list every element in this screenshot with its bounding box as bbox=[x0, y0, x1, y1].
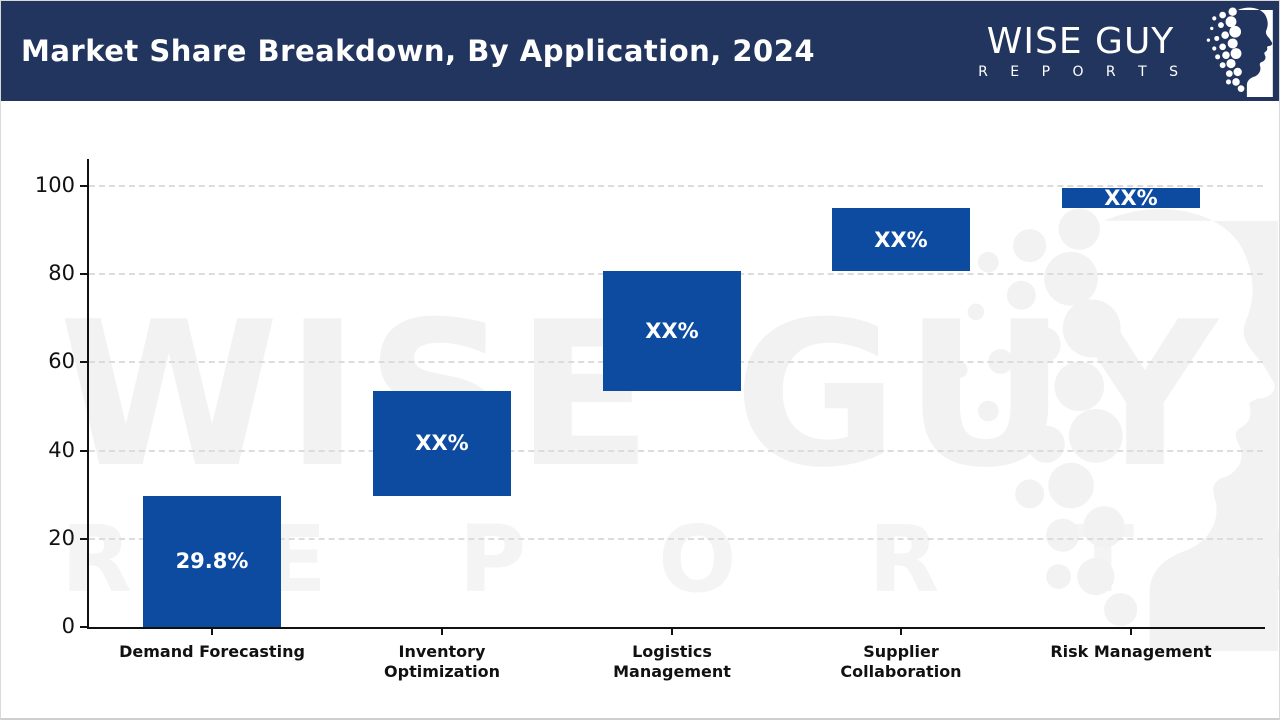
y-tick-mark bbox=[80, 273, 88, 276]
watermark-face-icon bbox=[951, 208, 1278, 651]
x-tick-mark bbox=[671, 629, 673, 635]
y-tick-label: 20 bbox=[48, 525, 75, 550]
bar-value-label: XX% bbox=[874, 227, 928, 252]
y-tick-label: 60 bbox=[48, 349, 75, 374]
x-tick-mark bbox=[1130, 629, 1132, 635]
brand-logo-text: WISE GUY R E P O R T S bbox=[974, 21, 1187, 81]
y-tick-mark bbox=[80, 449, 88, 452]
gridline bbox=[89, 449, 1263, 452]
brand-subtitle: R E P O R T S bbox=[978, 64, 1187, 80]
header: Market Share Breakdown, By Application, … bbox=[1, 1, 1279, 101]
x-tick-mark bbox=[441, 629, 443, 635]
brand-face-icon bbox=[1206, 7, 1273, 97]
x-tick-mark bbox=[211, 629, 213, 635]
category-label: Supplier Collaboration bbox=[840, 642, 962, 681]
gridline bbox=[89, 537, 1263, 540]
bar-value-label: 29.8% bbox=[175, 549, 249, 574]
bar-value-label: XX% bbox=[1104, 186, 1158, 211]
brand-logo: WISE GUY R E P O R T S bbox=[974, 5, 1273, 97]
category-label: Demand Forecasting bbox=[119, 642, 305, 661]
category-label: Inventory Optimization bbox=[384, 642, 500, 681]
bar: XX% bbox=[373, 390, 511, 496]
bar: 29.8% bbox=[143, 495, 281, 627]
y-tick-mark bbox=[80, 626, 88, 628]
bar: XX% bbox=[832, 208, 970, 271]
x-axis-line bbox=[87, 627, 1265, 629]
y-tick-label: 40 bbox=[48, 437, 75, 462]
x-tick-mark bbox=[900, 629, 902, 635]
brand-name: WISE GUY bbox=[986, 21, 1175, 62]
category-label: Risk Management bbox=[1050, 642, 1212, 661]
bar-value-label: XX% bbox=[645, 318, 699, 343]
y-axis-line bbox=[87, 159, 89, 629]
bar: XX% bbox=[1062, 186, 1200, 211]
y-tick-label: 80 bbox=[48, 261, 75, 286]
y-tick-label: 0 bbox=[61, 614, 75, 638]
y-tick-mark bbox=[80, 185, 88, 187]
gridline bbox=[89, 185, 1263, 187]
y-tick-mark bbox=[80, 537, 88, 540]
page-title: Market Share Breakdown, By Application, … bbox=[21, 34, 816, 68]
bar-value-label: XX% bbox=[415, 431, 469, 456]
category-label: Logistics Management bbox=[613, 642, 731, 681]
bar: XX% bbox=[603, 270, 741, 391]
y-tick-mark bbox=[80, 361, 88, 364]
y-tick-label: 100 bbox=[34, 173, 75, 197]
